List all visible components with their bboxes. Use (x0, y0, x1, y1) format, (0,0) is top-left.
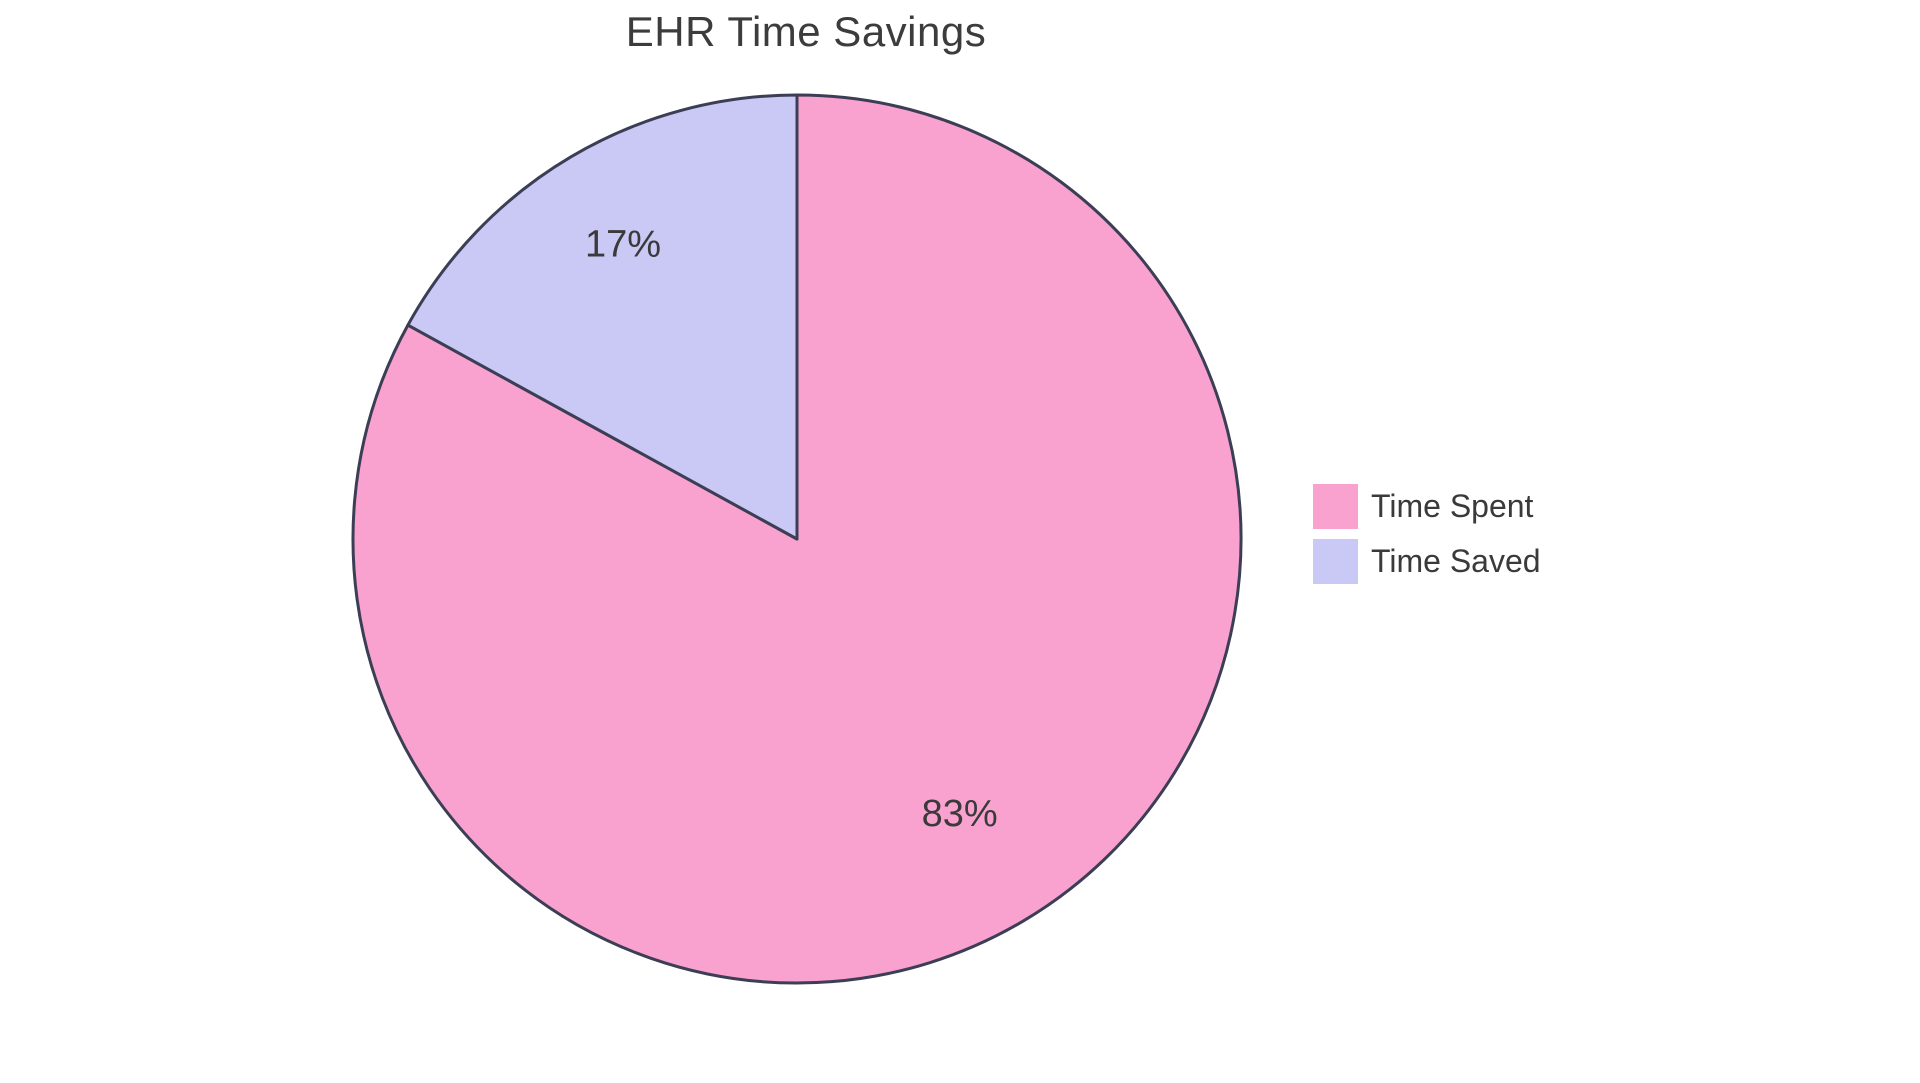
legend-swatch-time-saved[interactable] (1313, 539, 1358, 584)
legend-item-time-spent[interactable]: Time Spent (1313, 484, 1541, 529)
legend-swatch-time-spent[interactable] (1313, 484, 1358, 529)
slice-value-label-time-saved: 17% (585, 224, 661, 266)
legend-label-time-spent: Time Spent (1371, 488, 1534, 524)
legend-label-time-saved: Time Saved (1371, 543, 1541, 579)
pie-slice-time-saved[interactable] (406, 93, 799, 541)
slice-value-label-time-spent: 83% (922, 793, 998, 835)
legend: Time Spent Time Saved (1313, 484, 1541, 584)
legend-item-time-saved[interactable]: Time Saved (1313, 539, 1541, 584)
pie-slice-time-spent[interactable] (351, 93, 1243, 985)
chart-title: EHR Time Savings (625, 8, 987, 55)
